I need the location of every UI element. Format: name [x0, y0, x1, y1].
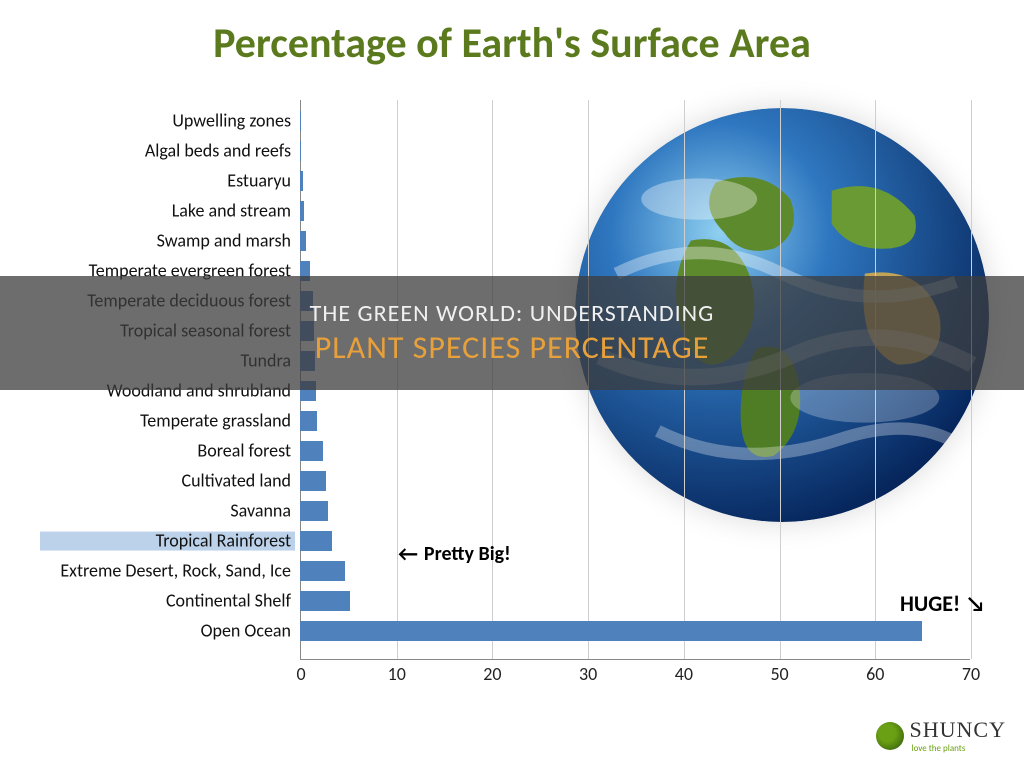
chart-row: Temperate grassland: [40, 406, 970, 436]
y-label: Estuaryu: [40, 172, 295, 191]
chart-row: Swamp and marsh: [40, 226, 970, 256]
bar: [300, 591, 350, 611]
surface-area-chart: 010203040506070 Upwelling zonesAlgal bed…: [40, 100, 970, 710]
bar: [300, 471, 326, 491]
y-label: Continental Shelf: [40, 592, 295, 611]
bar: [300, 171, 303, 191]
x-tick: 50: [770, 663, 788, 685]
bar: [300, 561, 345, 581]
x-tick: 10: [388, 663, 406, 685]
bar: [300, 531, 332, 551]
page: { "title": { "text": "Percentage of Eart…: [0, 0, 1024, 768]
bar: [300, 201, 304, 221]
chart-row: Estuaryu: [40, 166, 970, 196]
bar: [300, 141, 301, 161]
shuncy-logo-sub: love the plants: [912, 743, 1006, 754]
chart-row: Continental Shelf: [40, 586, 970, 616]
y-label: Upwelling zones: [40, 112, 295, 131]
annotation-pretty-big-text: Pretty Big!: [424, 542, 511, 566]
y-label: Lake and stream: [40, 202, 295, 221]
chart-row: Open Ocean: [40, 616, 970, 646]
chart-row: Cultivated land: [40, 466, 970, 496]
shuncy-logo-text: SHUNCY: [910, 717, 1006, 743]
y-label: Tropical Rainforest: [40, 532, 295, 551]
bar: [300, 621, 922, 641]
x-tick: 0: [296, 663, 305, 685]
chart-row: Algal beds and reefs: [40, 136, 970, 166]
y-label: Open Ocean: [40, 622, 295, 641]
y-label: Extreme Desert, Rock, Sand, Ice: [40, 562, 295, 581]
banner-line2: PLANT SPECIES PERCENTAGE: [315, 328, 710, 367]
y-label: Algal beds and reefs: [40, 142, 295, 161]
shuncy-logo: SHUNCY love the plants: [876, 717, 1006, 754]
y-label: Cultivated land: [40, 472, 295, 491]
bar: [300, 411, 317, 431]
shuncy-logo-icon: [876, 722, 904, 750]
chart-row: Lake and stream: [40, 196, 970, 226]
page-title: Percentage of Earth's Surface Area: [0, 18, 1024, 69]
annotation-huge: HUGE!: [900, 590, 985, 617]
annotation-huge-text: HUGE!: [900, 590, 960, 617]
x-tick: 70: [962, 663, 980, 685]
title-text: Percentage of Earth's Surface Area: [213, 18, 811, 69]
x-tick: 20: [483, 663, 501, 685]
x-tick: 60: [866, 663, 884, 685]
x-tick: 40: [675, 663, 693, 685]
chart-row: Boreal forest: [40, 436, 970, 466]
y-label: Temperate grassland: [40, 412, 295, 431]
chart-row: Savanna: [40, 496, 970, 526]
y-label: Boreal forest: [40, 442, 295, 461]
bar: [300, 501, 328, 521]
bar: [300, 231, 306, 251]
x-tick: 30: [579, 663, 597, 685]
y-label: Savanna: [40, 502, 295, 521]
y-label: Swamp and marsh: [40, 232, 295, 251]
bar: [300, 111, 301, 131]
bar: [300, 441, 323, 461]
chart-row: Upwelling zones: [40, 106, 970, 136]
overlay-banner: THE GREEN WORLD: UNDERSTANDING PLANT SPE…: [0, 276, 1024, 390]
banner-line1: THE GREEN WORLD: UNDERSTANDING: [310, 299, 715, 328]
annotation-pretty-big: Pretty Big!: [398, 540, 511, 567]
